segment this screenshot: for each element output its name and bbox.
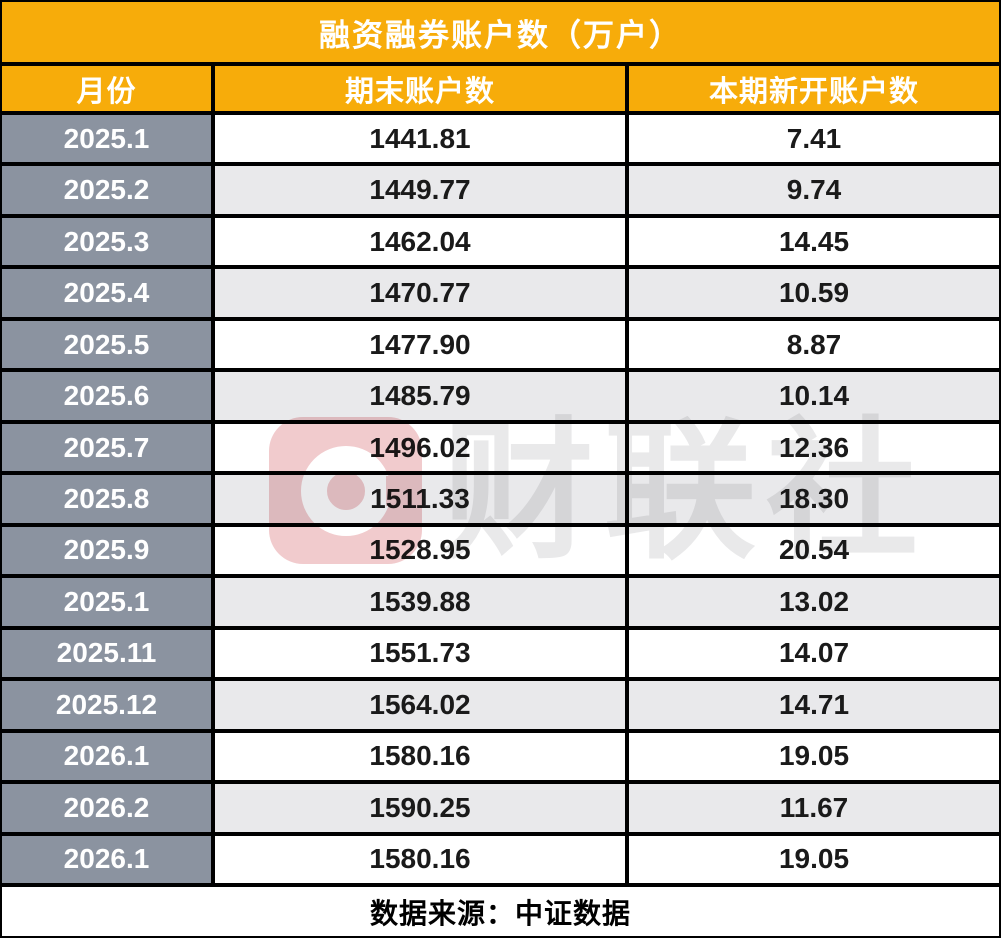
end-accounts-cell: 1528.95 xyxy=(215,526,625,575)
month-cell: 2026.1 xyxy=(2,835,211,883)
end-accounts-cell: 1564.02 xyxy=(215,681,625,729)
new-accounts-cell: 9.74 xyxy=(629,166,999,214)
new-accounts-cell: 19.05 xyxy=(629,835,999,883)
new-accounts-cell: 7.41 xyxy=(629,115,999,163)
new-accounts-cell: 18.30 xyxy=(629,475,999,523)
column-header-end-accounts: 期末账户数 xyxy=(215,66,625,111)
table-title: 融资融券账户数（万户） xyxy=(2,2,999,62)
month-cell: 2025.11 xyxy=(2,629,211,678)
new-accounts-cell: 11.67 xyxy=(629,784,999,832)
new-accounts-cell: 10.59 xyxy=(629,269,999,317)
end-accounts-cell: 1441.81 xyxy=(215,115,625,163)
new-accounts-cell: 20.54 xyxy=(629,526,999,575)
new-accounts-cell: 13.02 xyxy=(629,578,999,626)
end-accounts-cell: 1590.25 xyxy=(215,784,625,832)
end-accounts-cell: 1470.77 xyxy=(215,269,625,317)
new-accounts-cell: 14.71 xyxy=(629,681,999,729)
month-cell: 2025.7 xyxy=(2,423,211,472)
end-accounts-cell: 1580.16 xyxy=(215,732,625,781)
new-accounts-cell: 14.45 xyxy=(629,217,999,266)
month-cell: 2025.8 xyxy=(2,475,211,523)
end-accounts-cell: 1496.02 xyxy=(215,423,625,472)
new-accounts-cell: 8.87 xyxy=(629,320,999,369)
end-accounts-cell: 1462.04 xyxy=(215,217,625,266)
month-cell: 2025.3 xyxy=(2,217,211,266)
new-accounts-cell: 10.14 xyxy=(629,372,999,420)
month-cell: 2025.1 xyxy=(2,578,211,626)
month-cell: 2026.2 xyxy=(2,784,211,832)
end-accounts-cell: 1477.90 xyxy=(215,320,625,369)
new-accounts-cell: 14.07 xyxy=(629,629,999,678)
end-accounts-cell: 1551.73 xyxy=(215,629,625,678)
month-cell: 2025.6 xyxy=(2,372,211,420)
end-accounts-cell: 1449.77 xyxy=(215,166,625,214)
end-accounts-cell: 1580.16 xyxy=(215,835,625,883)
month-cell: 2025.5 xyxy=(2,320,211,369)
month-cell: 2025.4 xyxy=(2,269,211,317)
month-cell: 2026.1 xyxy=(2,732,211,781)
end-accounts-cell: 1511.33 xyxy=(215,475,625,523)
new-accounts-cell: 19.05 xyxy=(629,732,999,781)
month-cell: 2025.2 xyxy=(2,166,211,214)
month-cell: 2025.9 xyxy=(2,526,211,575)
data-source: 数据来源：中证数据 xyxy=(2,887,999,936)
month-cell: 2025.1 xyxy=(2,115,211,163)
new-accounts-cell: 12.36 xyxy=(629,423,999,472)
column-header-new-accounts: 本期新开账户数 xyxy=(629,66,999,111)
month-cell: 2025.12 xyxy=(2,681,211,729)
end-accounts-cell: 1485.79 xyxy=(215,372,625,420)
end-accounts-cell: 1539.88 xyxy=(215,578,625,626)
column-header-month: 月份 xyxy=(2,66,211,111)
